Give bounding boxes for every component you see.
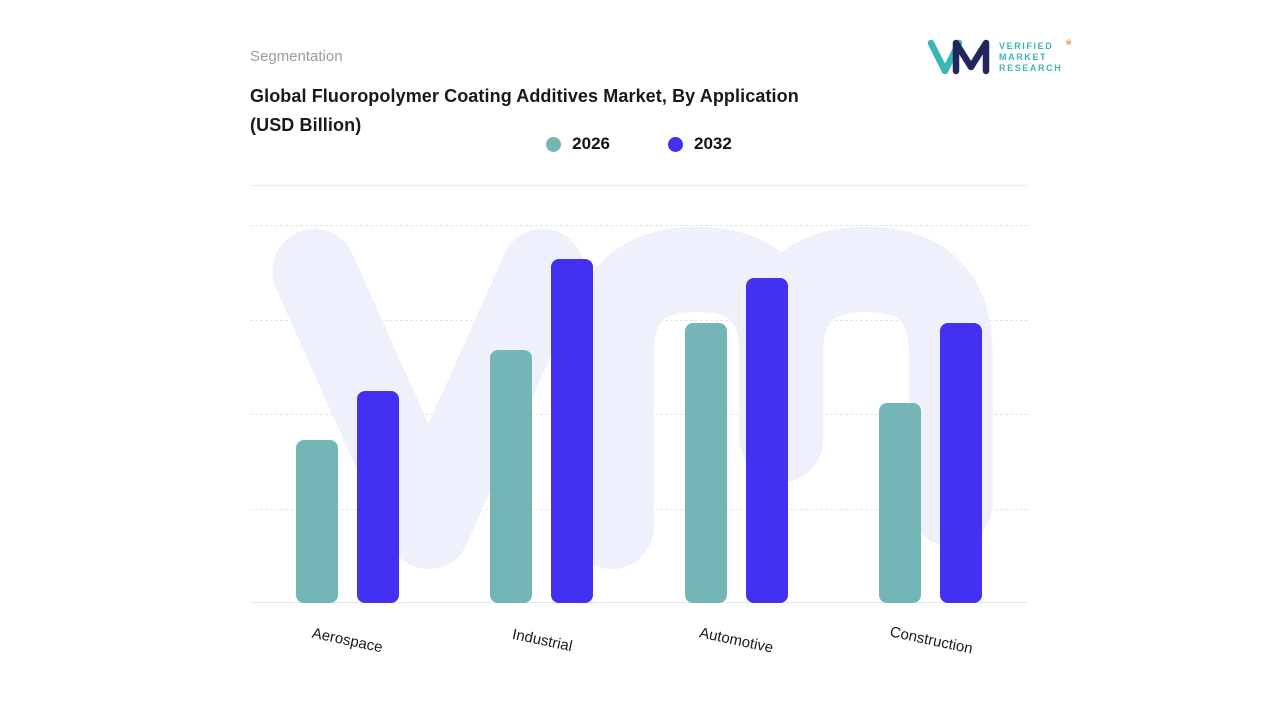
bar-2032-construction xyxy=(940,323,983,603)
registered-trademark: ® xyxy=(1066,39,1072,47)
x-axis-label-automotive: Automotive xyxy=(697,624,775,657)
bar-group-aerospace xyxy=(250,225,445,603)
x-axis-labels: Aerospace Industrial Automotive Constructio… xyxy=(250,623,1028,657)
bar-2026-automotive xyxy=(684,323,727,603)
x-axis-label-construction: Construction xyxy=(887,623,974,658)
bar-groups xyxy=(250,225,1028,603)
chart-title-line-1: Global Fluoropolymer Coating Additives M… xyxy=(250,86,799,106)
legend-dot-2032 xyxy=(668,136,683,152)
x-axis-baseline xyxy=(250,602,1028,603)
bar-2032-automotive xyxy=(745,277,788,603)
bar-group-industrial xyxy=(445,225,640,603)
bar-2026-aerospace xyxy=(295,440,338,603)
vmr-logo: VERIFIED MARKET RESEARCH ® xyxy=(926,36,1071,78)
legend-item-2026: 2026 xyxy=(546,134,610,154)
segmentation-label: Segmentation xyxy=(250,48,343,65)
x-axis-label-aerospace: Aerospace xyxy=(310,624,385,657)
logo-line-1: VERIFIED xyxy=(999,40,1054,51)
bar-2032-industrial xyxy=(551,259,594,603)
legend-dot-2026 xyxy=(546,136,562,152)
vm-monogram-icon xyxy=(927,39,990,75)
bar-2026-industrial xyxy=(490,349,533,603)
chart-legend: 2026 2032 xyxy=(250,134,1028,154)
legend-item-2032: 2032 xyxy=(668,134,732,154)
chart-title: Global Fluoropolymer Coating Additives M… xyxy=(250,82,930,140)
legend-label-2026: 2026 xyxy=(572,134,610,153)
x-axis-label-industrial: Industrial xyxy=(510,625,574,656)
bar-group-construction xyxy=(834,225,1029,603)
chart-title-line-2: (USD Billion) xyxy=(250,115,362,135)
logo-wordmark: VERIFIED MARKET RESEARCH ® xyxy=(999,40,1071,74)
gridline xyxy=(250,225,1028,226)
bar-2032-aerospace xyxy=(356,391,399,603)
bar-2026-construction xyxy=(879,402,922,603)
bar-group-automotive xyxy=(639,225,834,603)
legend-label-2032: 2032 xyxy=(694,134,732,153)
logo-line-2: MARKET xyxy=(999,51,1048,62)
chart-plot xyxy=(250,225,1028,603)
logo-line-3: RESEARCH xyxy=(999,62,1063,73)
header-divider xyxy=(250,185,1028,186)
